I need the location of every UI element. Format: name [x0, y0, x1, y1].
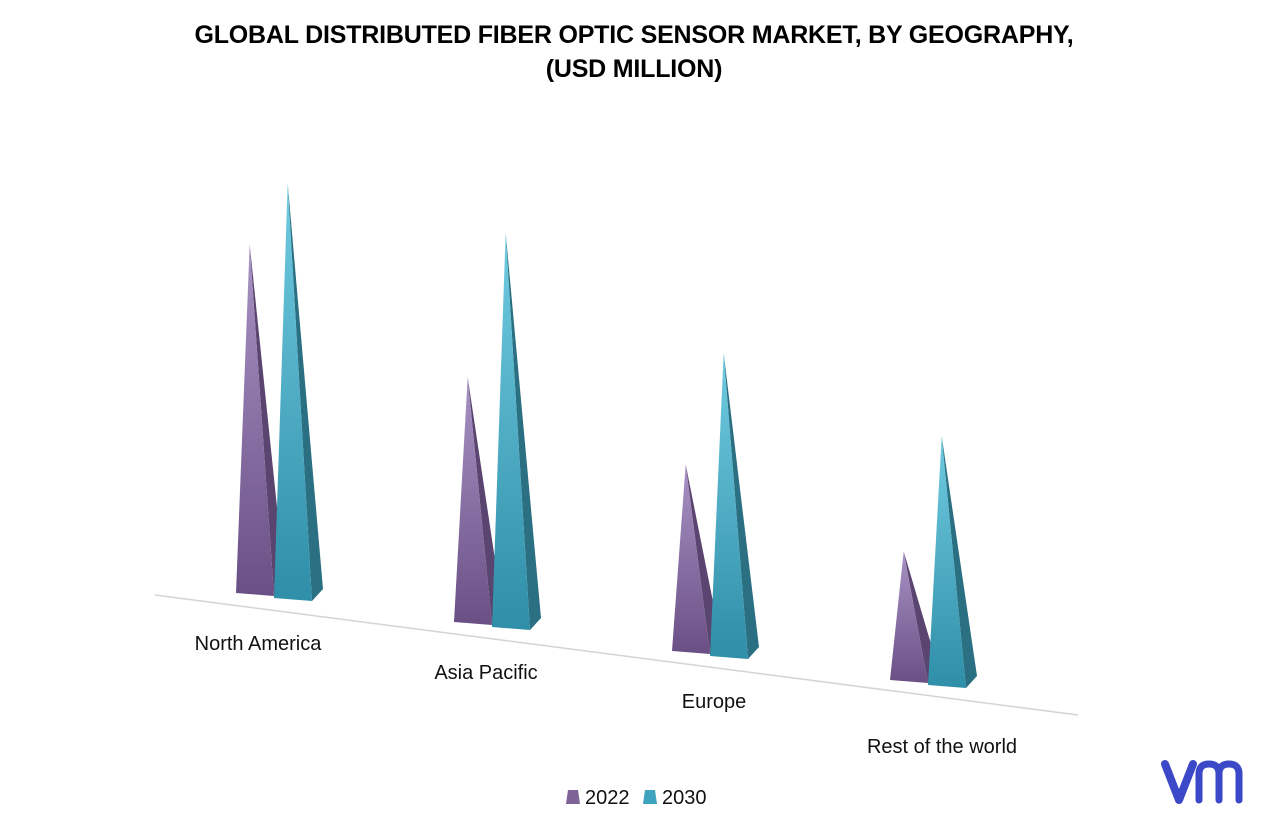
bar-group: 2022: 452030: 73 [672, 353, 759, 659]
bar: 2022: 45 [672, 464, 710, 654]
category-label: Europe [682, 691, 747, 713]
bar: 2022: 59 [454, 377, 492, 625]
vmr-logo-icon [1161, 760, 1243, 804]
bar-side-face [941, 436, 977, 688]
legend: 2022 2030 [566, 787, 707, 809]
bar-side-face [287, 183, 323, 601]
bar: 2030: 60 [928, 436, 966, 688]
bar-group: 2022: 592030: 95 [454, 232, 541, 630]
bar: 2022: 31 [890, 551, 928, 683]
bar-side-face [467, 377, 503, 625]
bar-side-face [249, 244, 285, 596]
bar: 2030: 100 [274, 183, 312, 601]
bar-side-face [723, 353, 759, 659]
legend-label: 2030 [662, 787, 707, 809]
bar-side-face [505, 232, 541, 630]
legend-label: 2022 [585, 787, 630, 809]
chart-title-line-1: GLOBAL DISTRIBUTED FIBER OPTIC SENSOR MA… [194, 21, 1074, 49]
bars-layer: 2022: 842030: 100 2022: 592030: 95 2022: 4… [236, 183, 977, 688]
category-label: Asia Pacific [434, 662, 537, 684]
x-axis-line [154, 594, 1079, 716]
category-label: Rest of the world [867, 736, 1017, 758]
category-labels: North America Asia Pacific Europe Rest of t… [195, 633, 1017, 758]
chart-title-line-2: (USD MILLION) [545, 55, 723, 83]
bar: 2022: 84 [236, 244, 274, 596]
legend-swatch [566, 790, 580, 804]
category-label: North America [195, 633, 323, 655]
bar: 2030: 95 [492, 232, 530, 630]
bar-group: 2022: 312030: 60 [890, 436, 977, 688]
bar-group: 2022: 842030: 100 [236, 183, 323, 601]
chart-title: GLOBAL DISTRIBUTED FIBER OPTIC SENSOR MA… [0, 18, 1268, 86]
bar-side-face [685, 464, 721, 654]
bar: 2030: 73 [710, 353, 748, 659]
legend-swatch [643, 790, 657, 804]
